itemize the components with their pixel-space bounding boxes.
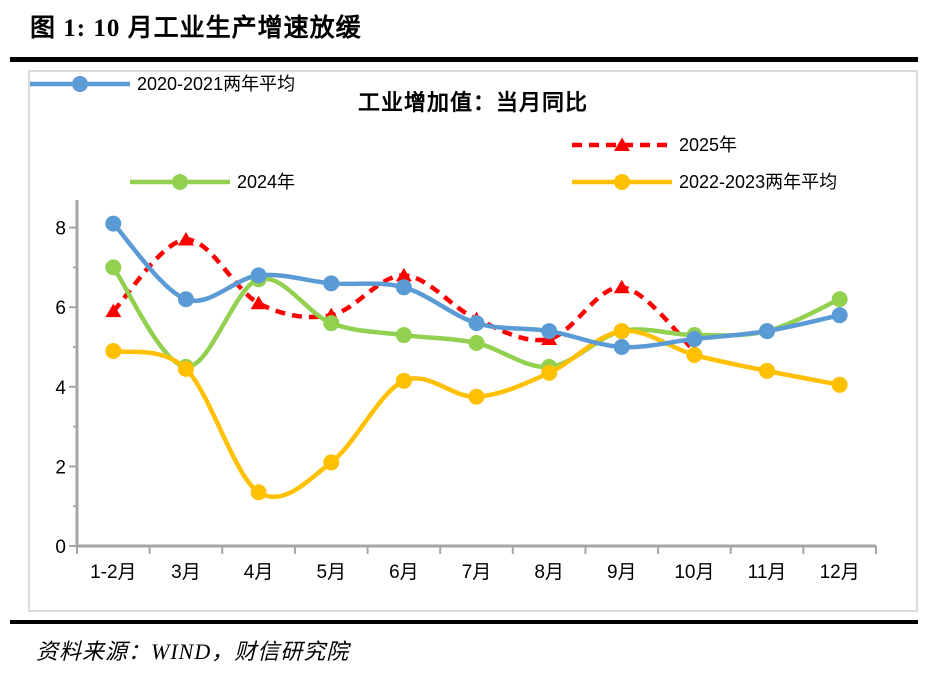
x-tick-label: 12月	[820, 562, 860, 583]
x-tick-label: 9月	[607, 562, 637, 583]
legend-line-circle-icon	[130, 170, 230, 194]
x-tick-label: 10月	[674, 562, 714, 583]
x-tick-label: 5月	[316, 562, 346, 583]
legend-item-2025: 2025年	[572, 133, 737, 157]
x-tick-label: 4月	[244, 562, 274, 583]
series-line-2024年	[111, 265, 842, 370]
legend-line-circle-icon	[30, 72, 130, 96]
legend-item-2024: 2024年	[130, 170, 295, 194]
figure-title: 图 1: 10 月工业生产增速放缓	[30, 15, 362, 42]
x-tick-label: 11月	[748, 562, 787, 583]
legend-label: 2025年	[679, 135, 738, 155]
legend-dashed-line-triangle-icon	[572, 133, 672, 157]
y-tick-label: 6	[55, 298, 66, 319]
y-tick-label: 0	[55, 537, 66, 558]
y-tick-label: 4	[55, 378, 66, 399]
source-note: 资料来源：WIND，财信研究院	[36, 639, 350, 664]
y-tick-label: 2	[55, 457, 66, 478]
legend-label: 2020-2021两年平均	[137, 74, 296, 94]
legend-line-circle-icon	[572, 170, 672, 194]
legend-label: 2022-2023两年平均	[679, 172, 838, 192]
y-tick-label: 8	[55, 219, 66, 240]
series-markers-2022-2023两年平均	[105, 323, 848, 501]
legend-item-2020-2021-avg: 2020-2021两年平均	[30, 72, 295, 96]
x-tick-label: 1-2月	[90, 562, 136, 583]
series-line-2022-2023两年平均	[111, 328, 842, 500]
x-tick-label: 6月	[389, 562, 419, 583]
line-chart: 0 2 4 6 8 1-2月 3月 4月 5月 6月 7月 8月 9月 10月 11月 12月	[55, 200, 877, 583]
chart-panel: 工业增加值：当月同比 2025年 2024年 2022-2023两年平均 202…	[28, 70, 918, 612]
x-tick-label: 7月	[462, 562, 492, 583]
chart-title: 工业增加值：当月同比	[357, 90, 588, 115]
series-markers-2020-2021两年平均	[105, 215, 848, 355]
x-tick-label: 3月	[171, 562, 201, 583]
legend-label: 2024年	[237, 172, 296, 192]
title-divider	[10, 57, 918, 62]
x-tick-label: 8月	[534, 562, 564, 583]
legend-item-2022-2023-avg: 2022-2023两年平均	[572, 170, 837, 194]
footer-divider	[10, 620, 918, 624]
